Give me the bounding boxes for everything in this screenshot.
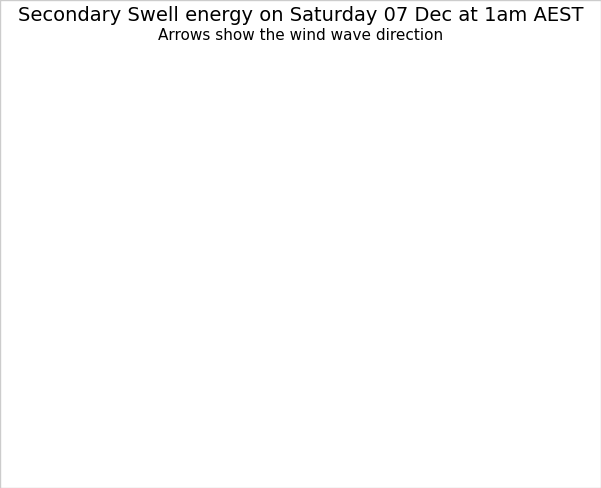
Text: Secondary Swell energy on Saturday 07 Dec at 1am AEST: Secondary Swell energy on Saturday 07 De… bbox=[18, 6, 583, 25]
Text: Arrows show the wind wave direction: Arrows show the wind wave direction bbox=[158, 28, 443, 42]
